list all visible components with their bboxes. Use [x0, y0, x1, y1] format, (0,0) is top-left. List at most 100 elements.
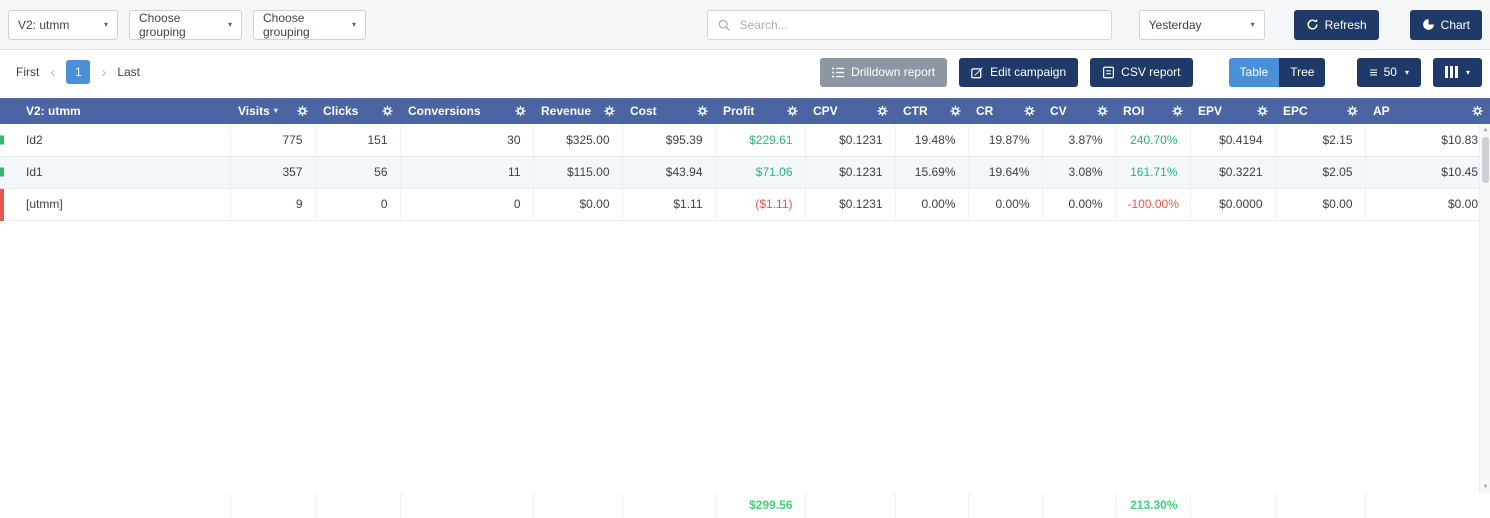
cell-cr: 0.00% — [968, 188, 1043, 221]
column-settings-gear-icon[interactable] — [877, 105, 888, 117]
columns-button[interactable]: ▾ — [1432, 57, 1482, 87]
table-row[interactable]: Id1 357 56 11 $115.00 $43.94 $71.06 $0.1231 15.6… — [0, 156, 1490, 189]
cell-profit: ($1.11) — [715, 188, 806, 221]
column-header-cost[interactable]: Cost — [622, 98, 715, 124]
column-header-cr[interactable]: CR — [968, 98, 1042, 124]
cell-ctr: 0.00% — [895, 188, 969, 221]
total-conversions: 41 — [400, 493, 534, 518]
column-settings-gear-icon[interactable] — [1472, 105, 1483, 117]
search-input[interactable] — [737, 16, 1102, 33]
column-header-label: Cost — [630, 104, 657, 118]
column-header-ctr[interactable]: CTR — [895, 98, 968, 124]
cell-visits: 357 — [230, 156, 316, 189]
column-header-ap[interactable]: AP — [1365, 98, 1490, 124]
column-header-clicks[interactable]: Clicks — [315, 98, 400, 124]
csv-report-button[interactable]: CSV report — [1090, 57, 1193, 87]
column-header-roi[interactable]: ROI — [1115, 98, 1190, 124]
column-settings-gear-icon[interactable] — [1347, 105, 1358, 117]
table-row[interactable]: Id2 775 151 30 $325.00 $95.39 $229.61 $0.1231 19… — [0, 124, 1490, 157]
pagination-first[interactable]: First — [16, 65, 40, 79]
column-settings-gear-icon[interactable] — [697, 105, 708, 117]
column-header-epc[interactable]: EPC — [1275, 98, 1365, 124]
column-header-revenue[interactable]: Revenue — [533, 98, 622, 124]
column-settings-gear-icon[interactable] — [950, 105, 961, 117]
column-settings-gear-icon[interactable] — [604, 105, 615, 117]
tree-view-toggle[interactable]: Tree — [1279, 57, 1326, 87]
column-header-label: Profit — [723, 104, 755, 118]
cell-conversions: 11 — [400, 156, 534, 189]
date-range-select[interactable]: Yesterday ▾ — [1138, 9, 1265, 40]
scroll-down-icon[interactable]: ▼ — [1482, 484, 1489, 490]
cell-revenue: $325.00 — [533, 124, 623, 157]
column-settings-gear-icon[interactable] — [787, 105, 798, 117]
column-header-cv[interactable]: CV — [1042, 98, 1115, 124]
table-view-toggle[interactable]: Table — [1228, 57, 1280, 87]
drilldown-report-label: Drilldown report — [851, 65, 936, 79]
total-cost: $140.44 — [622, 493, 716, 518]
column-settings-gear-icon[interactable] — [382, 105, 393, 117]
cell-profit: $71.06 — [715, 156, 806, 189]
column-header-label: Clicks — [323, 104, 359, 118]
row-name: Id1 — [26, 165, 43, 179]
drilldown-report-button[interactable]: Drilldown report — [820, 57, 948, 87]
table-header-row: V2: utmm Visits ▾ Clicks Conversions Revenue… — [0, 98, 1490, 124]
menu-icon: ≡ — [1369, 64, 1378, 80]
cell-revenue: $0.00 — [533, 188, 623, 221]
pagination-last[interactable]: Last — [117, 65, 141, 79]
cell-epc: $2.15 — [1275, 124, 1366, 157]
row-name: Id2 — [26, 132, 43, 147]
grouping-select-2[interactable]: Choose grouping ▾ — [253, 9, 366, 40]
cell-roi: 240.70% — [1115, 124, 1191, 157]
pagination-page-1[interactable]: 1 — [66, 60, 91, 84]
pie-chart-icon — [1422, 18, 1435, 30]
column-header-epv[interactable]: EPV — [1190, 98, 1275, 124]
cell-ctr: 15.69% — [895, 156, 969, 189]
chevron-down-icon: ▾ — [351, 20, 356, 29]
csv-report-label: CSV report — [1121, 65, 1181, 79]
total-ap: $10.73 — [1365, 493, 1490, 518]
cell-epc: $0.00 — [1275, 188, 1366, 221]
total-epv: $0.3856 — [1190, 493, 1276, 518]
cell-cost: $43.94 — [622, 156, 716, 189]
page-size-select[interactable]: ≡ 50 ▾ — [1357, 57, 1421, 87]
chart-button[interactable]: Chart — [1409, 9, 1482, 40]
vertical-scrollbar[interactable]: ▲ ▼ — [1479, 124, 1490, 493]
cell-conversions: 30 — [400, 124, 534, 157]
scrollbar-thumb[interactable] — [1482, 137, 1489, 183]
campaign-select[interactable]: V2: utmm ▾ — [8, 9, 118, 40]
status-indicator — [0, 135, 4, 145]
refresh-button[interactable]: Refresh — [1293, 9, 1379, 40]
column-settings-gear-icon[interactable] — [1097, 105, 1108, 117]
chevron-right-icon[interactable]: › — [101, 63, 107, 81]
column-header-conversions[interactable]: Conversions — [400, 98, 533, 124]
column-header-visits[interactable]: Visits ▾ — [230, 98, 315, 124]
table-row[interactable]: [utmm] 9 0 0 $0.00 $1.11 ($1.11) $0.1231 0.00% 0.… — [0, 188, 1490, 221]
chevron-left-icon[interactable]: ‹ — [50, 63, 56, 81]
total-visits: 1,141 — [230, 493, 316, 518]
cell-cr: 19.87% — [968, 124, 1043, 157]
csv-file-icon — [1103, 66, 1115, 78]
cell-revenue: $115.00 — [533, 156, 623, 189]
column-header-label: CPV — [813, 104, 838, 118]
report-table: V2: utmm Visits ▾ Clicks Conversions Revenue… — [0, 98, 1490, 221]
column-settings-gear-icon[interactable] — [1172, 105, 1183, 117]
cell-visits: 9 — [230, 188, 316, 221]
column-settings-gear-icon[interactable] — [515, 105, 526, 117]
edit-campaign-button[interactable]: Edit campaign — [959, 57, 1079, 87]
column-settings-gear-icon[interactable] — [1024, 105, 1035, 117]
column-header-profit[interactable]: Profit — [715, 98, 805, 124]
total-profit: $299.56 — [715, 493, 806, 518]
total-revenue: $440.00 — [533, 493, 623, 518]
cell-epv: $0.4194 — [1190, 124, 1276, 157]
row-name-cell: Id1 — [0, 156, 231, 189]
status-indicator — [0, 188, 4, 221]
column-settings-gear-icon[interactable] — [297, 105, 308, 117]
grouping-select-1[interactable]: Choose grouping ▾ — [129, 9, 242, 40]
total-epc: $2.13 — [1275, 493, 1366, 518]
top-toolbar: V2: utmm ▾ Choose grouping ▾ Choose grou… — [0, 0, 1490, 50]
chart-button-label: Chart — [1440, 17, 1470, 32]
scroll-up-icon[interactable]: ▲ — [1482, 127, 1489, 133]
column-settings-gear-icon[interactable] — [1257, 105, 1268, 117]
column-header-cpv[interactable]: CPV — [805, 98, 895, 124]
column-header-name[interactable]: V2: utmm — [0, 98, 230, 124]
